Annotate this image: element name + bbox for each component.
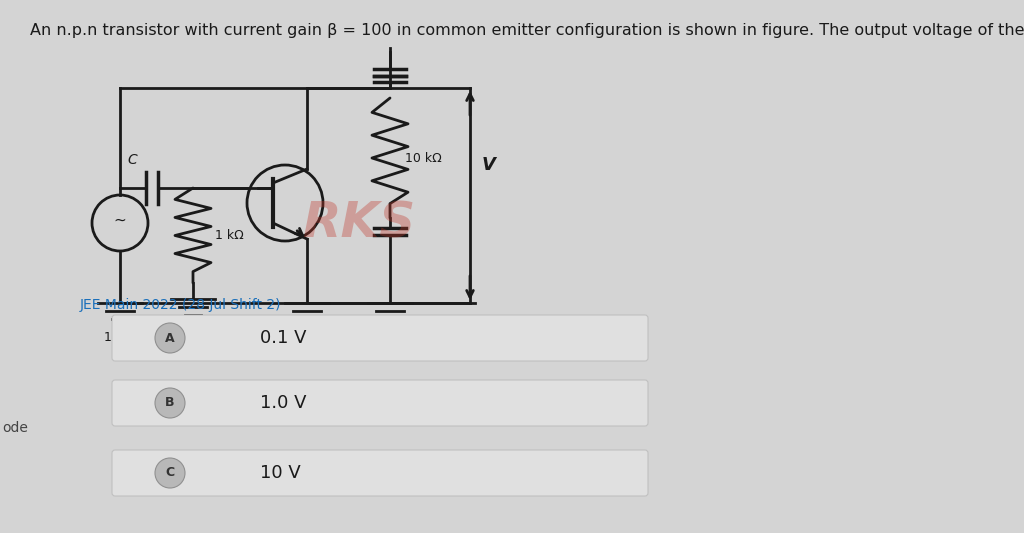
Text: 10 kΩ: 10 kΩ [406, 151, 441, 165]
Text: ode: ode [2, 421, 28, 435]
Text: JEE Main 2022 (28 Jul Shift 2): JEE Main 2022 (28 Jul Shift 2) [80, 298, 282, 312]
Circle shape [155, 323, 185, 353]
Text: 1 kΩ: 1 kΩ [215, 229, 244, 242]
Text: C: C [166, 466, 174, 480]
FancyBboxPatch shape [112, 315, 648, 361]
Text: B: B [165, 397, 175, 409]
Text: 1 mV: 1 mV [103, 331, 136, 344]
FancyBboxPatch shape [112, 450, 648, 496]
FancyBboxPatch shape [112, 380, 648, 426]
Text: RKS: RKS [303, 199, 417, 247]
Text: C: C [127, 153, 137, 167]
Circle shape [155, 388, 185, 418]
Text: 0.1 V: 0.1 V [260, 329, 306, 347]
Text: V: V [482, 157, 496, 174]
Text: A: A [165, 332, 175, 344]
Text: 1.0 V: 1.0 V [260, 394, 306, 412]
Text: ~: ~ [114, 213, 126, 228]
Text: An n.p.n transistor with current gain β = 100 in common emitter configuration is: An n.p.n transistor with current gain β … [30, 23, 1024, 38]
Circle shape [155, 458, 185, 488]
Text: 10 V: 10 V [260, 464, 301, 482]
